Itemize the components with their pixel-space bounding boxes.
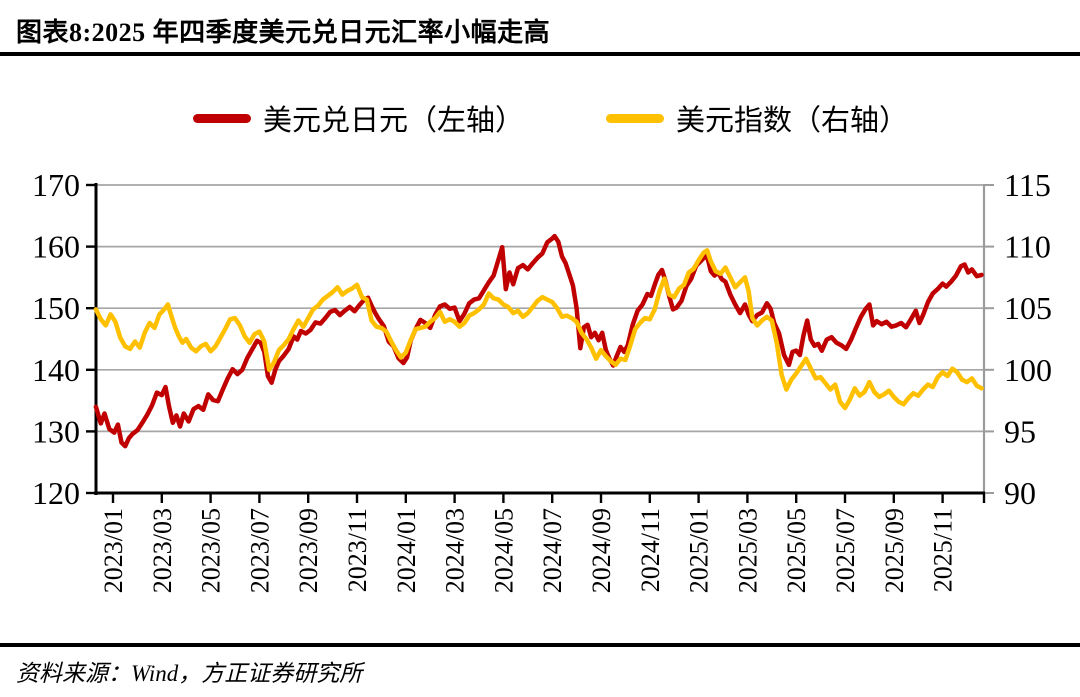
source-note: 资料来源：Wind，方正证券研究所 bbox=[16, 661, 363, 686]
left-axis-tick-label: 130 bbox=[32, 413, 80, 449]
right-axis-tick-label: 115 bbox=[1004, 167, 1051, 203]
x-axis-tick-label: 2025/09 bbox=[880, 508, 909, 593]
x-axis-tick-label: 2024/11 bbox=[636, 508, 665, 592]
x-axis-tick-label: 2025/01 bbox=[685, 508, 714, 593]
left-axis-tick-label: 170 bbox=[32, 167, 80, 203]
right-axis-tick-label: 95 bbox=[1004, 413, 1036, 449]
left-axis-tick-label: 120 bbox=[32, 475, 80, 511]
x-axis-tick-label: 2023/01 bbox=[99, 508, 128, 593]
x-axis-tick-label: 2023/07 bbox=[245, 508, 274, 593]
right-axis-tick-label: 105 bbox=[1004, 290, 1052, 326]
title-divider bbox=[0, 52, 1080, 56]
x-axis-tick-label: 2025/05 bbox=[782, 508, 811, 593]
x-axis-tick-label: 2024/03 bbox=[441, 508, 470, 593]
source-divider bbox=[0, 643, 1080, 647]
right-axis-tick-label: 110 bbox=[1004, 229, 1051, 265]
series-usdjpy-line bbox=[93, 233, 984, 449]
x-axis-tick-label: 2023/05 bbox=[197, 508, 226, 593]
x-axis-tick-label: 2024/05 bbox=[489, 508, 518, 593]
x-axis-tick-label: 2025/03 bbox=[733, 508, 762, 593]
x-axis-tick-label: 2024/07 bbox=[538, 508, 567, 593]
x-axis-tick-label: 2023/11 bbox=[343, 508, 372, 592]
x-axis-tick-label: 2023/09 bbox=[294, 508, 323, 593]
legend-item-dxy: 美元指数（右轴） bbox=[606, 98, 908, 138]
left-axis-tick-label: 150 bbox=[32, 290, 80, 326]
left-axis-tick-label: 160 bbox=[32, 229, 80, 265]
x-axis-tick-label: 2024/01 bbox=[392, 508, 421, 593]
x-axis-tick-label: 2025/07 bbox=[831, 508, 860, 593]
legend-item-usdjpy: 美元兑日元（左轴） bbox=[193, 98, 524, 138]
right-axis-tick-label: 100 bbox=[1004, 352, 1052, 388]
x-axis-tick-label: 2025/11 bbox=[929, 508, 958, 592]
x-axis-tick-label: 2023/03 bbox=[148, 508, 177, 593]
legend-label-usdjpy: 美元兑日元（左轴） bbox=[263, 105, 525, 137]
chart-legend: 美元兑日元（左轴） 美元指数（右轴） bbox=[0, 98, 1080, 138]
left-axis-tick-label: 140 bbox=[32, 352, 80, 388]
x-axis-tick-label: 2024/09 bbox=[587, 508, 616, 593]
dxy-line-swatch bbox=[606, 113, 664, 123]
legend-label-dxy: 美元指数（右轴） bbox=[676, 105, 909, 137]
series-dxy-line bbox=[93, 248, 984, 411]
chart-title: 图表8:2025 年四季度美元兑日元汇率小幅走高 bbox=[16, 18, 551, 47]
usdjpy-line-swatch bbox=[193, 113, 251, 123]
right-axis-tick-label: 90 bbox=[1004, 475, 1036, 511]
